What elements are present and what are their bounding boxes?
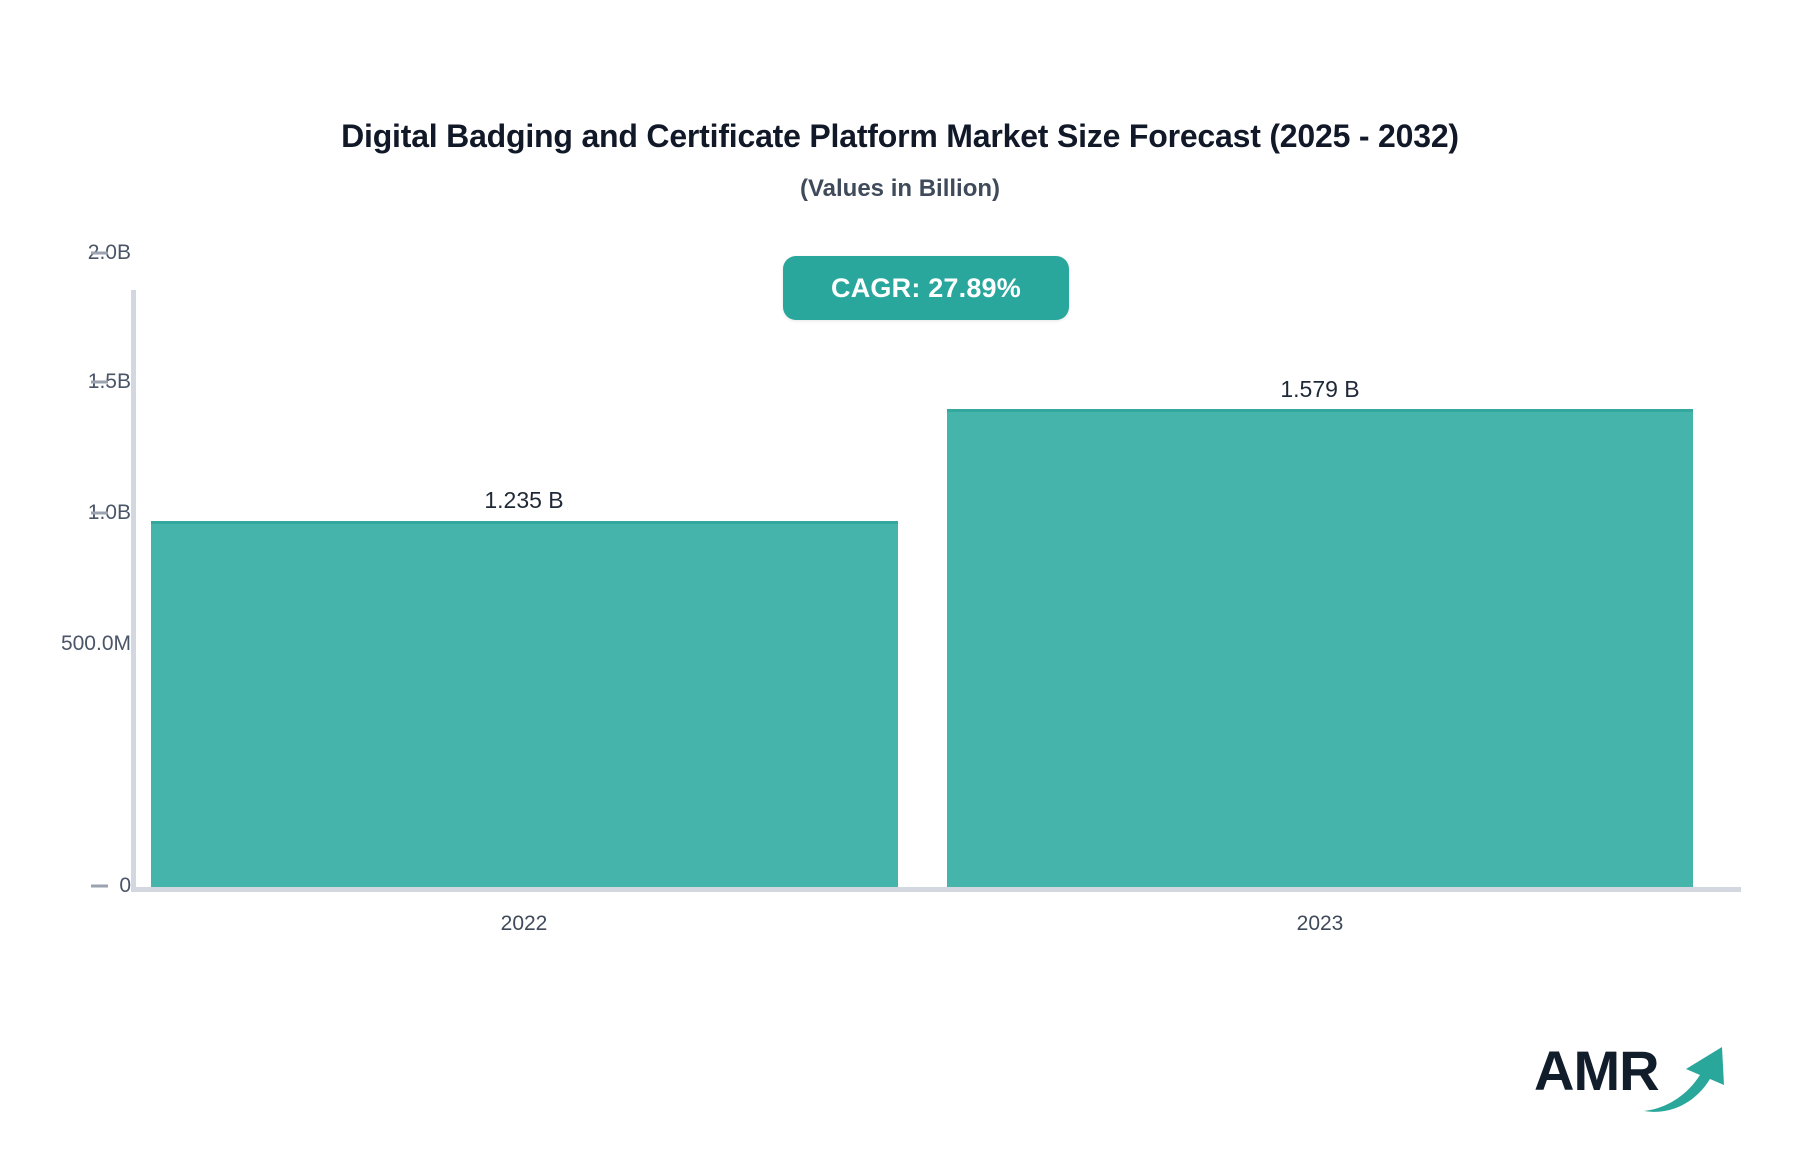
bar-2022[interactable]	[151, 521, 898, 887]
cagr-badge: CAGR: 27.89%	[783, 256, 1069, 320]
y-tick-label: 1.5B	[87, 370, 131, 393]
x-axis-label-2022: 2022	[500, 912, 548, 935]
x-axis-label-2023: 2023	[1296, 912, 1344, 935]
y-tick-mark	[91, 884, 108, 888]
bar-value-2022: 1.235 B	[484, 487, 564, 513]
y-tick-mark	[91, 251, 108, 255]
y-tick-mark	[91, 511, 108, 515]
x-axis-line	[131, 887, 1741, 892]
y-tick-label: 500.0M	[60, 632, 131, 655]
bar-2023[interactable]	[947, 409, 1693, 887]
amr-logo: AMR	[1534, 1035, 1730, 1121]
growth-arrow-icon	[1644, 1047, 1724, 1112]
y-axis-line	[131, 290, 136, 889]
chart-subtitle: (Values in Billion)	[799, 175, 1001, 202]
y-tick-label: 0	[119, 874, 131, 897]
bar-value-2023: 1.579 B	[1280, 376, 1360, 402]
page-title: Digital Badging and Certificate Platform…	[341, 118, 1459, 154]
cagr-badge-label: CAGR: 27.89%	[831, 272, 1021, 303]
amr-logo-text: AMR	[1534, 1039, 1660, 1102]
y-tick-label: 2.0B	[87, 241, 131, 264]
y-tick-mark	[91, 380, 108, 384]
y-tick-label: 1.0B	[87, 501, 131, 524]
